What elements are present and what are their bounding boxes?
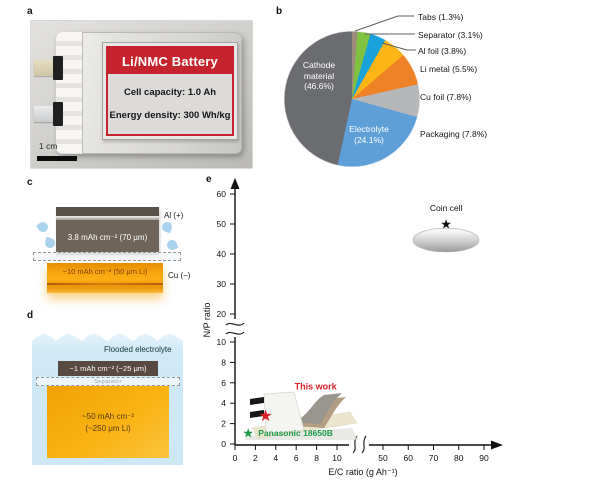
x-axis-break-icon <box>361 435 367 454</box>
data-point-star-this-work: ★ <box>258 408 272 425</box>
scatter-plot: E/C ratio (g Ah⁻¹) N/P ratio 0 2 4 6 8 10 50 60… <box>202 178 503 477</box>
data-point-label-this-work: This work <box>295 381 338 391</box>
electrolyte-droplet-icon <box>165 238 179 252</box>
panel-c-label: c <box>27 177 33 188</box>
cu-electrode-label: Cu (−) <box>168 271 191 280</box>
x-axis-title: E/C ratio (g Ah⁻¹) <box>328 467 397 477</box>
separator-region-d: Separator <box>36 377 180 386</box>
cathode-block-d: ~1 mAh cm⁻² (~25 μm) <box>58 361 158 376</box>
coin-cell-illustration <box>412 227 480 253</box>
pouch-fold-edge <box>56 32 83 154</box>
data-point-label-coin-cell: Coin cell <box>430 203 463 213</box>
battery-label-card: Li/NMC Battery Cell capacity: 1.0 Ah Ene… <box>102 42 238 140</box>
y-axis-arrow <box>230 178 240 189</box>
pie-label-li-metal: Li metal (5.5%) <box>420 64 478 74</box>
pie-label-tabs: Tabs (1.3%) <box>418 12 464 22</box>
x-tick-label: 50 <box>378 453 388 463</box>
anode-loading-text-d-line1: ~50 mAh cm⁻² <box>81 411 134 421</box>
panel-a-label: a <box>27 6 33 17</box>
y-tick-label: 6 <box>221 378 226 388</box>
x-axis-break-gap <box>349 438 369 452</box>
x-tick-label: 70 <box>429 453 439 463</box>
separator-label: Separator <box>94 378 122 385</box>
y-tick-label: 4 <box>221 398 226 408</box>
pouch-cell-illustration <box>244 391 358 440</box>
data-point-star-coin-cell: ★ <box>440 217 452 232</box>
flooded-electrolyte-label: Flooded electrolyte <box>104 345 172 354</box>
anode-loading-text-d-line2: (~250 μm Li) <box>85 423 131 433</box>
x-tick-label: 10 <box>332 453 342 463</box>
cell-capacity-text: Cell capacity: 1.0 Ah <box>123 86 217 98</box>
separator-region-c <box>33 252 181 261</box>
y-axis-break-icon <box>225 331 245 335</box>
battery-label-title: Li/NMC Battery <box>108 48 232 74</box>
cathode-block-c: 3.8 mAh cm⁻² (70 μm) <box>56 207 159 255</box>
battery-photo: Li/NMC Battery Cell capacity: 1.0 Ah Ene… <box>30 20 253 169</box>
x-tick-label: 60 <box>404 453 414 463</box>
x-tick-label: 80 <box>454 453 464 463</box>
cu-foil-strip <box>47 283 163 285</box>
pie-inside-label-cathode-material: Cathode material (46.6%) <box>302 60 336 92</box>
data-point-label-panasonic-18650b: Panasonic 18650B <box>258 428 333 438</box>
y-tick-label: 40 <box>217 249 227 259</box>
data-point-star-panasonic-18650b: ★ <box>242 425 254 440</box>
y-tick-label: 30 <box>217 279 227 289</box>
y-tick-label: 8 <box>221 357 226 367</box>
cathode-loading-text-c: 3.8 mAh cm⁻² (70 μm) <box>67 233 148 242</box>
li-anode-block-d: ~50 mAh cm⁻² (~250 μm Li) <box>47 386 169 458</box>
y-tick-label: 60 <box>217 189 227 199</box>
tab-tape-bottom <box>53 102 63 126</box>
x-tick-label: 90 <box>479 453 489 463</box>
x-axis-arrow <box>491 440 503 450</box>
y-tick-label: 0 <box>221 439 226 449</box>
y-axis-title: N/P ratio <box>202 303 212 338</box>
al-foil-strip <box>56 216 159 220</box>
pie-label-al-foil: Al foil (3.8%) <box>418 46 467 56</box>
y-tick-label: 50 <box>217 219 227 229</box>
al-electrode-label: Al (+) <box>164 211 184 220</box>
scale-bar-label: 1 cm <box>39 141 58 151</box>
y-axis-break-icon <box>225 322 245 326</box>
pie-label-packaging: Packaging (7.8%) <box>420 129 488 139</box>
energy-density-text: Energy density: 300 Wh/kg <box>109 110 231 122</box>
anode-loading-text-c: ~10 mAh cm⁻² (50 μm Li) <box>62 267 148 276</box>
x-tick-label: 6 <box>294 453 299 463</box>
y-tick-label: 10 <box>217 337 227 347</box>
x-tick-label: 0 <box>233 453 238 463</box>
panel-b-label: b <box>276 6 283 17</box>
li-anode-block-c: ~10 mAh cm⁻² (50 μm Li) <box>47 263 163 293</box>
electrolyte-droplet-icon <box>160 220 174 234</box>
y-tick-label: 2 <box>221 419 226 429</box>
pie-inside-label-electrolyte: Electrolyte (24.1%) <box>349 124 389 145</box>
scale-bar <box>37 156 77 161</box>
pie-label-cu-foil: Cu foil (7.8%) <box>420 92 472 102</box>
cathode-loading-text-d: ~1 mAh cm⁻² (~25 μm) <box>69 364 147 373</box>
tab-tape-top <box>53 56 63 80</box>
leader-line-tabs <box>354 15 414 32</box>
plot-dynamic-layer: 0 2 4 6 8 10 50 60 70 80 90 0 2 4 6 8 10 20 30 40 50 60 ★ Coin … <box>217 189 489 463</box>
cathode-top-cap <box>56 207 159 216</box>
pie-label-separator: Separator (3.1%) <box>418 30 483 40</box>
y-tick-label: 20 <box>217 309 227 319</box>
x-tick-label: 4 <box>273 453 278 463</box>
electrolyte-droplet-icon <box>36 220 50 234</box>
x-tick-label: 2 <box>253 453 258 463</box>
panel-d-label: d <box>27 310 34 321</box>
electrolyte-droplet-icon <box>43 236 57 250</box>
pie-chart <box>284 31 420 167</box>
x-tick-label: 8 <box>314 453 319 463</box>
panel-e-label: e <box>206 174 212 185</box>
